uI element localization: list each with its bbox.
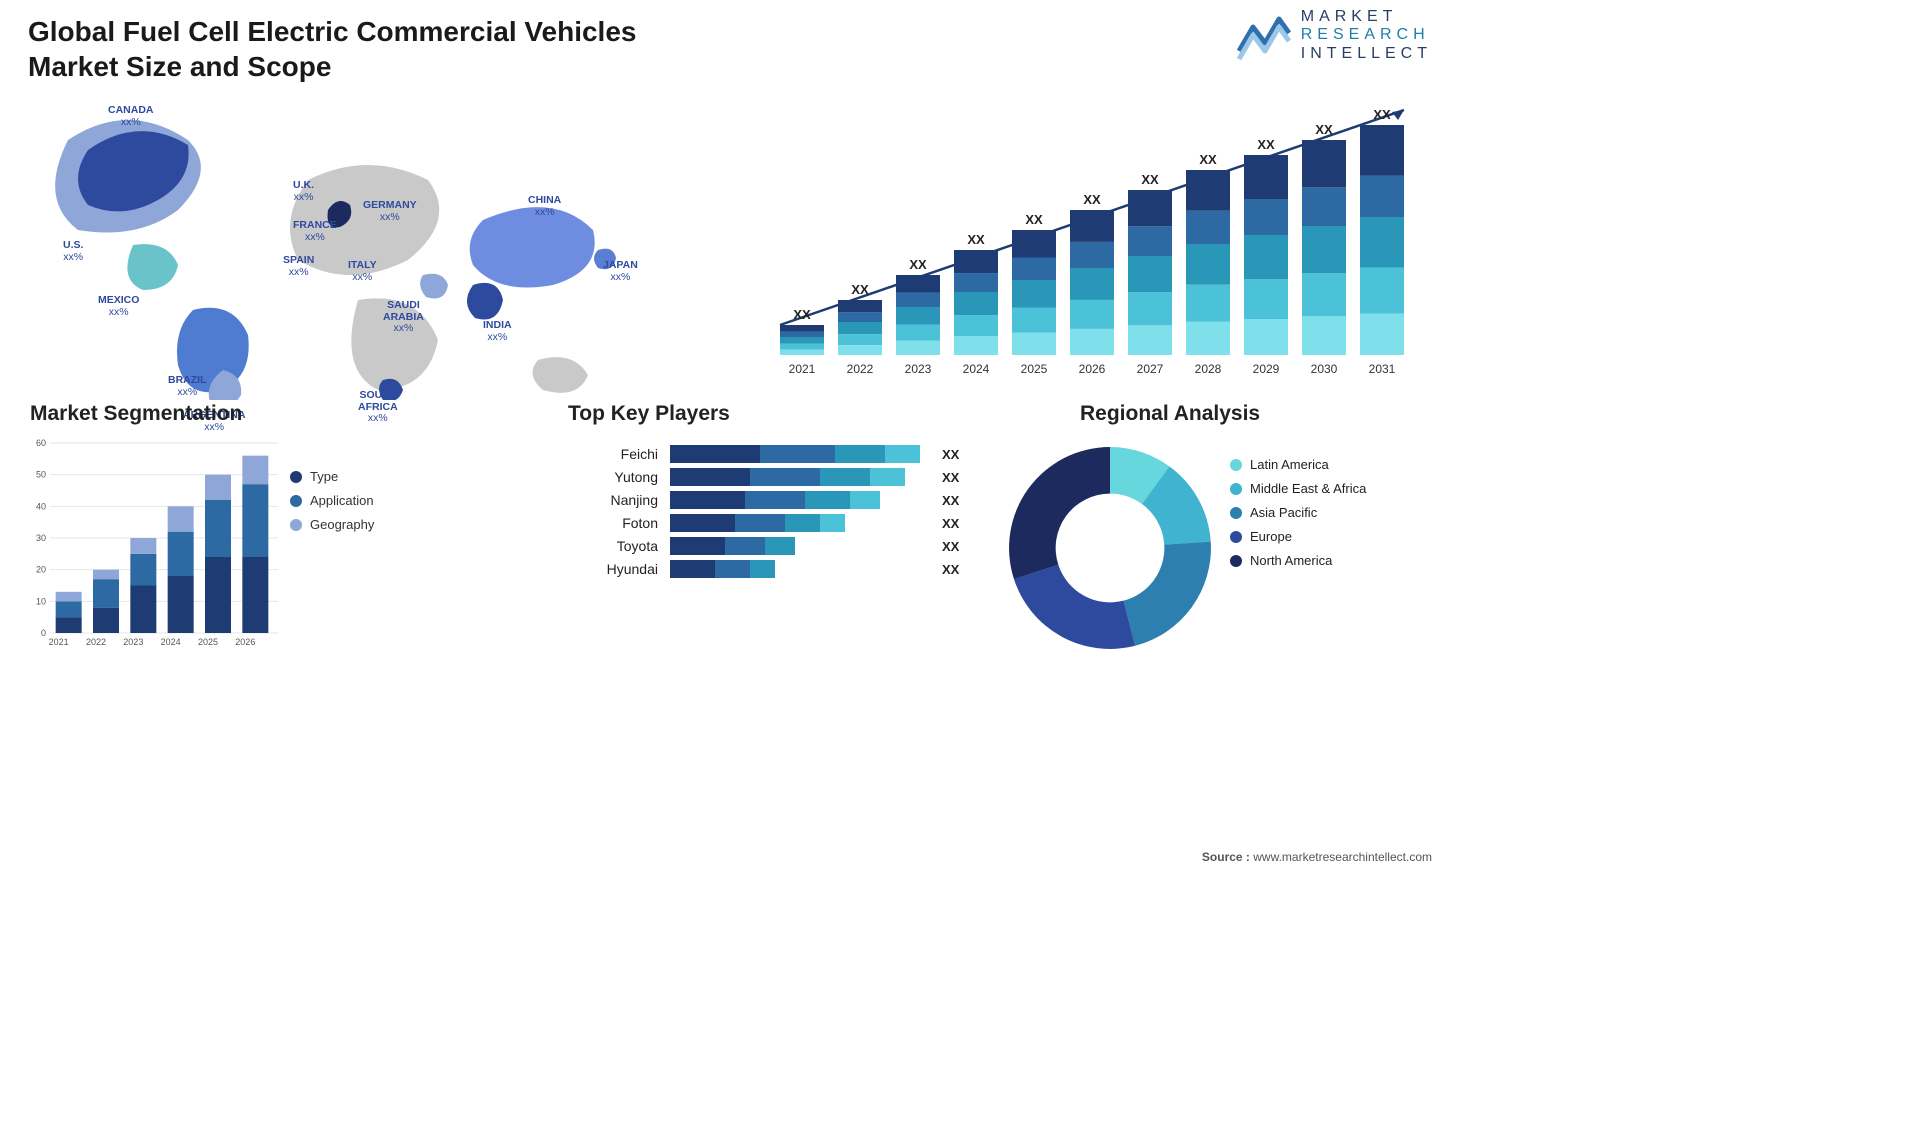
legend-item: North America bbox=[1230, 553, 1366, 568]
map-label: U.K.xx% bbox=[293, 180, 314, 203]
page-title: Global Fuel Cell Electric Commercial Veh… bbox=[28, 14, 688, 84]
legend-item: Application bbox=[290, 493, 374, 508]
player-bar bbox=[670, 514, 930, 532]
regional-donut bbox=[1000, 438, 1220, 658]
player-bar bbox=[670, 537, 930, 555]
map-label: BRAZILxx% bbox=[168, 375, 207, 398]
player-row: Foton XX bbox=[568, 514, 998, 532]
map-label: SOUTHAFRICAxx% bbox=[358, 390, 398, 425]
map-label: CHINAxx% bbox=[528, 195, 561, 218]
svg-text:60: 60 bbox=[36, 438, 46, 448]
player-name: Nanjing bbox=[568, 492, 658, 508]
segmentation-chart: 0 10 20 30 40 50 60 2021 2022 2023 2024 2025 2026 bbox=[22, 435, 282, 655]
svg-text:2023: 2023 bbox=[905, 362, 932, 376]
svg-text:50: 50 bbox=[36, 470, 46, 480]
regional-legend: Latin America Middle East & Africa Asia Pa… bbox=[1230, 448, 1366, 577]
svg-text:XX: XX bbox=[1083, 192, 1101, 207]
player-row: Nanjing XX bbox=[568, 491, 998, 509]
svg-text:2025: 2025 bbox=[198, 637, 218, 647]
svg-text:2030: 2030 bbox=[1311, 362, 1338, 376]
svg-text:2023: 2023 bbox=[123, 637, 143, 647]
svg-text:2022: 2022 bbox=[847, 362, 874, 376]
player-bar bbox=[670, 445, 930, 463]
player-name: Hyundai bbox=[568, 561, 658, 577]
player-value: XX bbox=[942, 470, 982, 485]
source-line: Source : www.marketresearchintellect.com bbox=[1202, 850, 1432, 864]
regional-title: Regional Analysis bbox=[1080, 402, 1260, 426]
svg-text:XX: XX bbox=[1141, 172, 1159, 187]
svg-text:2027: 2027 bbox=[1137, 362, 1164, 376]
svg-text:2021: 2021 bbox=[789, 362, 816, 376]
svg-text:40: 40 bbox=[36, 501, 46, 511]
svg-text:XX: XX bbox=[793, 307, 811, 322]
map-label: FRANCExx% bbox=[293, 220, 337, 243]
player-row: Toyota XX bbox=[568, 537, 998, 555]
player-bar bbox=[670, 468, 930, 486]
map-label: JAPANxx% bbox=[603, 260, 638, 283]
player-name: Foton bbox=[568, 515, 658, 531]
svg-text:2024: 2024 bbox=[161, 637, 181, 647]
player-name: Toyota bbox=[568, 538, 658, 554]
map-label: SAUDIARABIAxx% bbox=[383, 300, 424, 335]
player-bar bbox=[670, 560, 930, 578]
world-map: CANADAxx%U.S.xx%MEXICOxx%BRAZILxx%ARGENT… bbox=[28, 100, 668, 400]
player-value: XX bbox=[942, 539, 982, 554]
svg-text:2031: 2031 bbox=[1369, 362, 1396, 376]
svg-text:30: 30 bbox=[36, 533, 46, 543]
legend-item: Type bbox=[290, 469, 374, 484]
svg-text:XX: XX bbox=[1199, 152, 1217, 167]
player-value: XX bbox=[942, 562, 982, 577]
player-name: Feichi bbox=[568, 446, 658, 462]
logo-line3: INTELLECT bbox=[1301, 45, 1432, 63]
legend-item: Asia Pacific bbox=[1230, 505, 1366, 520]
map-label: INDIAxx% bbox=[483, 320, 512, 343]
player-row: Feichi XX bbox=[568, 445, 998, 463]
legend-item: Middle East & Africa bbox=[1230, 481, 1366, 496]
logo-icon bbox=[1235, 9, 1291, 63]
svg-text:2026: 2026 bbox=[1079, 362, 1106, 376]
svg-text:2026: 2026 bbox=[235, 637, 255, 647]
logo-line1: MARKET bbox=[1301, 8, 1432, 26]
legend-item: Geography bbox=[290, 517, 374, 532]
svg-text:2028: 2028 bbox=[1195, 362, 1222, 376]
svg-text:0: 0 bbox=[41, 628, 46, 638]
map-label: CANADAxx% bbox=[108, 105, 154, 128]
svg-text:2025: 2025 bbox=[1021, 362, 1048, 376]
svg-text:XX: XX bbox=[967, 232, 985, 247]
player-row: Yutong XX bbox=[568, 468, 998, 486]
legend-item: Europe bbox=[1230, 529, 1366, 544]
map-label: GERMANYxx% bbox=[363, 200, 417, 223]
svg-text:10: 10 bbox=[36, 596, 46, 606]
player-value: XX bbox=[942, 493, 982, 508]
svg-text:XX: XX bbox=[1257, 137, 1275, 152]
svg-text:2021: 2021 bbox=[49, 637, 69, 647]
players-title: Top Key Players bbox=[568, 402, 730, 426]
segmentation-title: Market Segmentation bbox=[30, 402, 242, 426]
map-label: SPAINxx% bbox=[283, 255, 314, 278]
map-label: U.S.xx% bbox=[63, 240, 83, 263]
svg-text:2024: 2024 bbox=[963, 362, 990, 376]
brand-logo: MARKET RESEARCH INTELLECT bbox=[1235, 8, 1432, 63]
svg-text:XX: XX bbox=[1315, 122, 1333, 137]
map-label: ITALYxx% bbox=[348, 260, 377, 283]
forecast-bar-chart: 2021 XX 2022 XX 2023 XX 2024 XX 2025 XX 2026 XX 2027… bbox=[750, 100, 1430, 380]
player-value: XX bbox=[942, 516, 982, 531]
player-bar bbox=[670, 491, 930, 509]
player-name: Yutong bbox=[568, 469, 658, 485]
svg-text:20: 20 bbox=[36, 565, 46, 575]
svg-text:XX: XX bbox=[1373, 107, 1391, 122]
svg-text:XX: XX bbox=[1025, 212, 1043, 227]
player-row: Hyundai XX bbox=[568, 560, 998, 578]
map-label: MEXICOxx% bbox=[98, 295, 139, 318]
logo-line2: RESEARCH bbox=[1301, 26, 1432, 44]
svg-text:2022: 2022 bbox=[86, 637, 106, 647]
svg-text:XX: XX bbox=[851, 282, 869, 297]
player-value: XX bbox=[942, 447, 982, 462]
svg-text:2029: 2029 bbox=[1253, 362, 1280, 376]
segmentation-legend: Type Application Geography bbox=[290, 460, 374, 541]
legend-item: Latin America bbox=[1230, 457, 1366, 472]
svg-text:XX: XX bbox=[909, 257, 927, 272]
key-players-chart: Feichi XX Yutong XX Nanjing XX Foton XX Toyota XX… bbox=[568, 440, 998, 583]
